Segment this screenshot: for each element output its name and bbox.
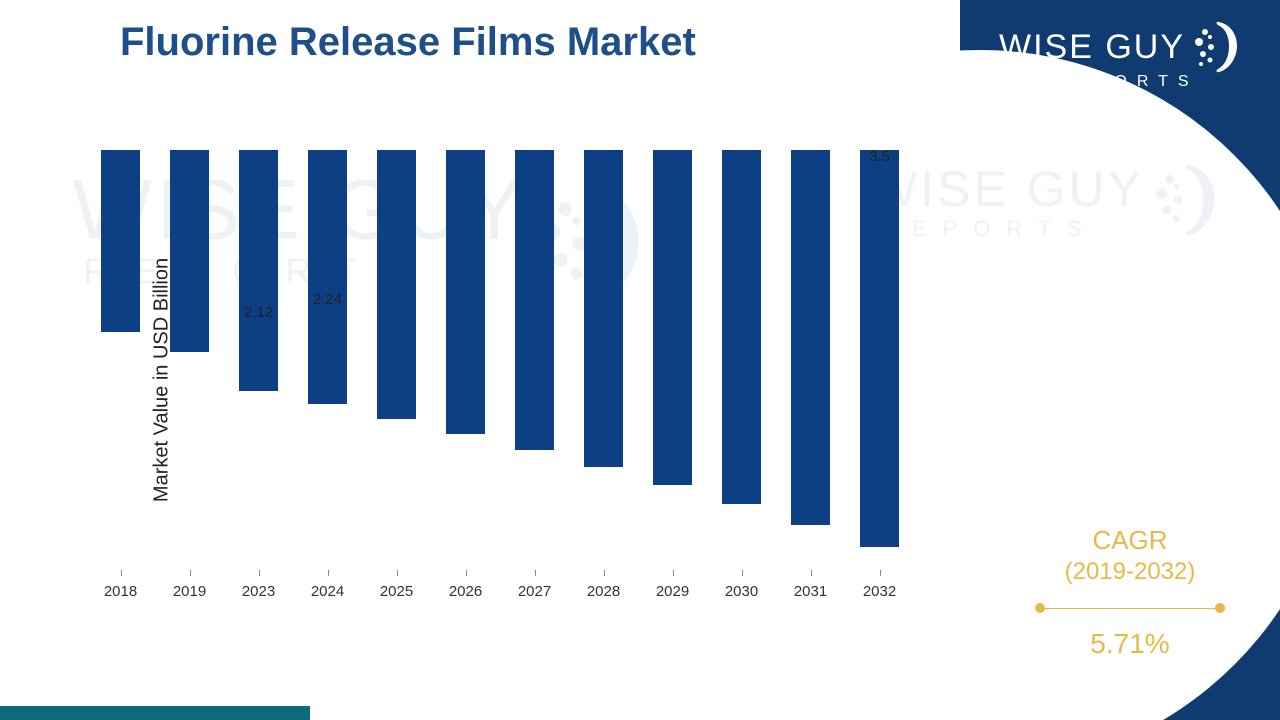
bars-container: 2.12 2.24 3.5 [90, 150, 910, 570]
x-tick [535, 570, 536, 576]
x-tick [190, 570, 191, 576]
bar-slot: 2.24 [303, 150, 352, 570]
bar [722, 150, 761, 504]
market-bar-chart: Market Value in USD Billion 2.122.243.5 … [40, 150, 910, 610]
bar [860, 150, 899, 547]
bar-value-label: 2.12 [244, 304, 273, 321]
x-axis-labels: 2018 2019 2023 2024 2025 2026 2027 2028 2029 2030… [90, 583, 910, 600]
bar [308, 150, 347, 404]
x-tick [880, 570, 881, 576]
x-axis-label: 2026 [441, 583, 490, 600]
footer-accent-bar [0, 706, 310, 720]
infographic-canvas: WISE GUY REPORTS WISE GUY REPORTS Fluori… [0, 0, 1280, 720]
x-tick [397, 570, 398, 576]
x-tick [604, 570, 605, 576]
x-axis-label: 2027 [510, 583, 559, 600]
brand-line2: REPORTS [990, 73, 1250, 91]
page-title: Fluorine Release Films Market [120, 20, 696, 65]
x-tick [742, 570, 743, 576]
cagr-divider [1040, 602, 1220, 614]
bar [377, 150, 416, 419]
bar [653, 150, 692, 485]
cagr-value: 5.71% [1020, 628, 1240, 660]
x-axis-label: 2023 [234, 583, 283, 600]
cagr-label: CAGR [1020, 525, 1240, 556]
x-tick [673, 570, 674, 576]
x-axis-label: 2031 [786, 583, 835, 600]
bar-slot [372, 150, 421, 570]
x-axis-label: 2024 [303, 583, 352, 600]
bar-value-label: 2.24 [313, 291, 342, 308]
x-axis-label: 2029 [648, 583, 697, 600]
bar-slot [96, 150, 145, 570]
x-axis-label: 2028 [579, 583, 628, 600]
bar-slot: 3.5 [855, 150, 904, 570]
bar-slot [165, 150, 214, 570]
x-tick [466, 570, 467, 576]
x-tick [121, 570, 122, 576]
brand-logo: WISE GUY REPORTS [990, 20, 1250, 91]
bar-slot [441, 150, 490, 570]
x-tick [328, 570, 329, 576]
brand-line1: WISE GUY [999, 28, 1185, 67]
logo-head-icon [1191, 20, 1241, 75]
x-axis-label: 2030 [717, 583, 766, 600]
cagr-period: (2019-2032) [1020, 558, 1240, 586]
x-axis-label: 2025 [372, 583, 421, 600]
plot-area: 2.12 2.24 3.5 [90, 150, 910, 570]
x-axis-label: 2018 [96, 583, 145, 600]
bar-slot [786, 150, 835, 570]
bar [446, 150, 485, 434]
bar [170, 150, 209, 352]
bar [515, 150, 554, 450]
cagr-panel: CAGR (2019-2032) 5.71% [1020, 525, 1240, 660]
bar-slot [648, 150, 697, 570]
bar-slot [510, 150, 559, 570]
x-tick [259, 570, 260, 576]
bar [101, 150, 140, 332]
x-axis-label: 2032 [855, 583, 904, 600]
x-tick [811, 570, 812, 576]
x-axis-label: 2019 [165, 583, 214, 600]
bar-value-label: 3.5 [869, 148, 890, 165]
bar [791, 150, 830, 525]
bar-slot [579, 150, 628, 570]
bar [584, 150, 623, 467]
bar [239, 150, 278, 391]
bar-slot: 2.12 [234, 150, 283, 570]
bar-slot [717, 150, 766, 570]
